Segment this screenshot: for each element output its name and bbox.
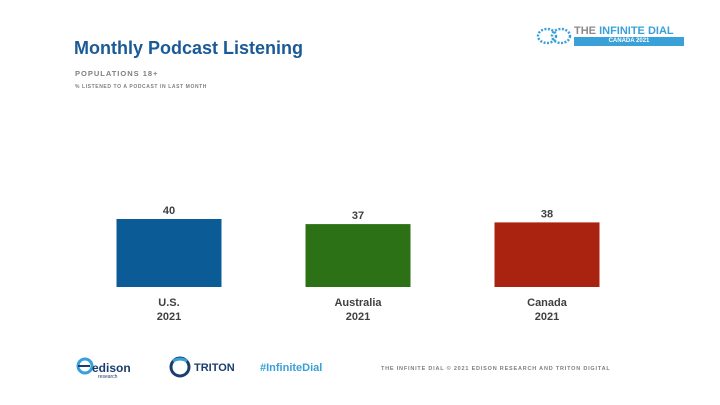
infinite-dial-logo: THE INFINITE DIAL CANADA 2021 bbox=[536, 25, 686, 47]
brand-edition: CANADA 2021 bbox=[574, 37, 684, 46]
bar-chart: 40 U.S. 2021 37 Australia 2021 38 Canada 2021 bbox=[116, 205, 600, 323]
bar-value-label-0: 40 bbox=[163, 205, 175, 217]
category-label-2-line-0: Canada bbox=[527, 297, 568, 309]
brand-name-prefix: THE bbox=[574, 25, 600, 37]
chart-title: Monthly Podcast Listening bbox=[74, 38, 304, 58]
brand-name: THE INFINITE DIAL bbox=[574, 25, 674, 37]
hashtag-text: #InfiniteDial bbox=[260, 362, 323, 374]
copyright-text: THE INFINITE DIAL © 2021 EDISON RESEARCH… bbox=[381, 366, 611, 372]
bar-1 bbox=[305, 224, 411, 287]
infinite-loop-icon bbox=[536, 27, 572, 45]
population-subtitle: POPULATIONS 18+ bbox=[75, 69, 159, 78]
bar-value-label-2: 38 bbox=[541, 208, 553, 220]
category-label-1-line-1: 2021 bbox=[346, 311, 370, 323]
edison-logo-subtext: research bbox=[98, 374, 118, 380]
category-label-1-line-0: Australia bbox=[334, 297, 382, 309]
edison-logo-text: edison bbox=[92, 361, 131, 375]
measure-note: % LISTENED TO A PODCAST IN LAST MONTH bbox=[75, 84, 208, 90]
bar-value-label-1: 37 bbox=[352, 210, 364, 222]
edison-logo-icon bbox=[76, 357, 94, 375]
brand-name-main: INFINITE DIAL bbox=[599, 25, 674, 37]
category-label-2-line-1: 2021 bbox=[535, 311, 559, 323]
category-label-0-line-0: U.S. bbox=[158, 297, 179, 309]
triton-logo-icon bbox=[169, 356, 191, 378]
category-label-0-line-1: 2021 bbox=[157, 311, 181, 323]
bar-2 bbox=[494, 222, 600, 287]
triton-logo-text: TRITON bbox=[194, 362, 235, 374]
bar-0 bbox=[116, 219, 222, 287]
